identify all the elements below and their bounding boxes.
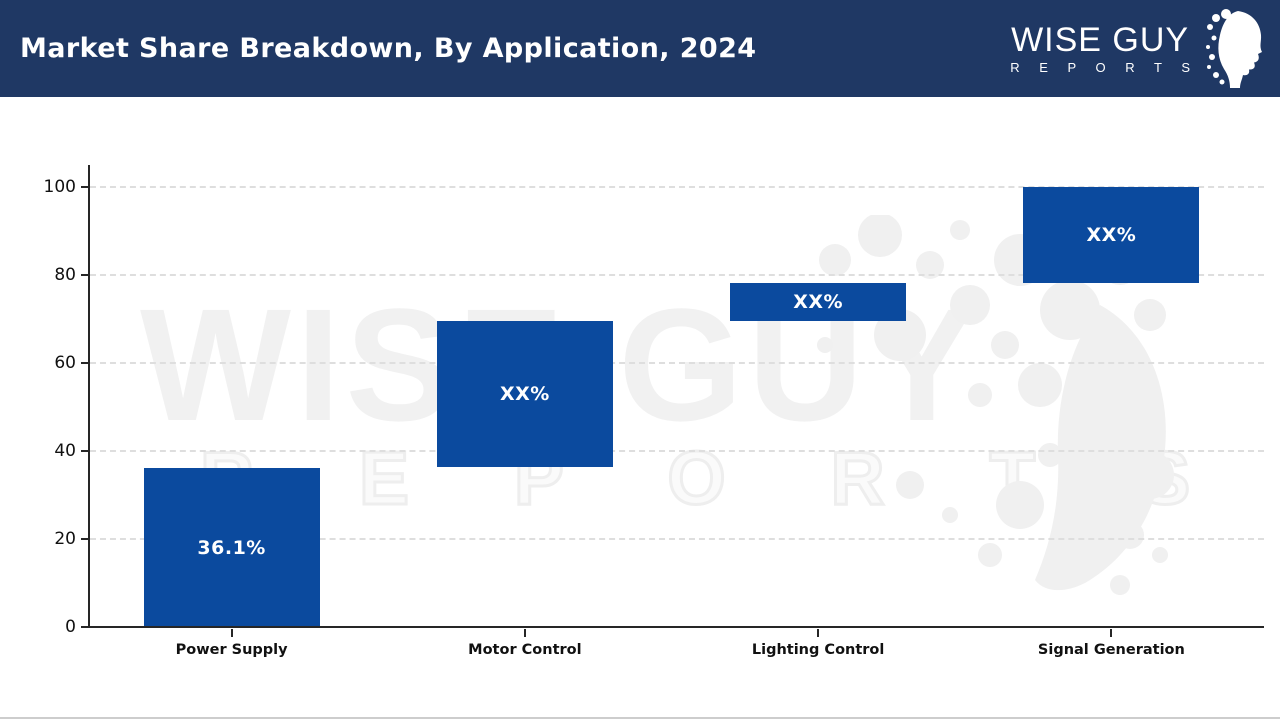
y-tick-mark-60 (81, 362, 89, 364)
x-tick-mark-3 (817, 629, 820, 637)
y-tick-label-60: 60 (54, 353, 76, 373)
gridline-y-20 (90, 538, 1264, 540)
x-category-label: Lighting Control (751, 642, 885, 658)
gridline-y-60 (90, 362, 1264, 364)
gridline-y-100 (90, 186, 1264, 188)
x-category-label: Motor Control (468, 642, 582, 658)
y-tick-label-20: 20 (54, 529, 76, 549)
bottom-border-line (0, 717, 1280, 719)
bar-power-supply: 36.1% (143, 468, 320, 627)
x-tick-mark-2 (523, 629, 526, 637)
gridline-y-80 (90, 274, 1264, 276)
y-tick-mark-20 (81, 538, 89, 540)
bar-value-label: XX% (499, 383, 550, 405)
wise-guy-reports-logo: WISE GUY R E P O R T S (1002, 8, 1280, 89)
y-tick-mark-80 (81, 274, 89, 276)
bar-value-label: XX% (793, 290, 844, 313)
x-category-label: Signal Generation (1037, 642, 1185, 658)
y-tick-mark-100 (81, 186, 89, 188)
x-tick-mark-1 (230, 629, 233, 637)
y-tick-label-100: 100 (43, 177, 76, 197)
y-tick-label-40: 40 (54, 441, 76, 461)
logo-text: WISE GUY R E P O R T S (1002, 22, 1198, 76)
logo-wordmark: WISE GUY (1011, 20, 1190, 59)
y-tick-mark-0 (81, 626, 89, 628)
x-category-label: Power Supply (175, 642, 288, 658)
gridline-y-40 (90, 450, 1264, 452)
plot-area: 0 20 40 60 80 100 36.1% Power Supply XX% Motor Co… (0, 97, 1280, 720)
bar-lighting-control: XX% (730, 282, 907, 321)
x-tick-mark-4 (1110, 629, 1113, 637)
bar-value-label: XX% (1086, 224, 1137, 247)
y-axis-line (88, 165, 90, 627)
logo-face-icon (1206, 8, 1262, 88)
x-axis-line (85, 626, 1264, 628)
y-tick-label-80: 80 (54, 265, 76, 285)
y-tick-label-0: 0 (65, 617, 76, 637)
chart-title: Market Share Breakdown, By Application, … (20, 33, 757, 64)
logo-subtitle: R E P O R T S (1010, 59, 1198, 75)
bar-signal-generation: XX% (1023, 187, 1200, 284)
bar-value-label: 36.1% (197, 536, 266, 559)
y-tick-mark-40 (81, 450, 89, 452)
header-bar: Market Share Breakdown, By Application, … (0, 0, 1280, 97)
bar-motor-control: XX% (436, 321, 613, 467)
